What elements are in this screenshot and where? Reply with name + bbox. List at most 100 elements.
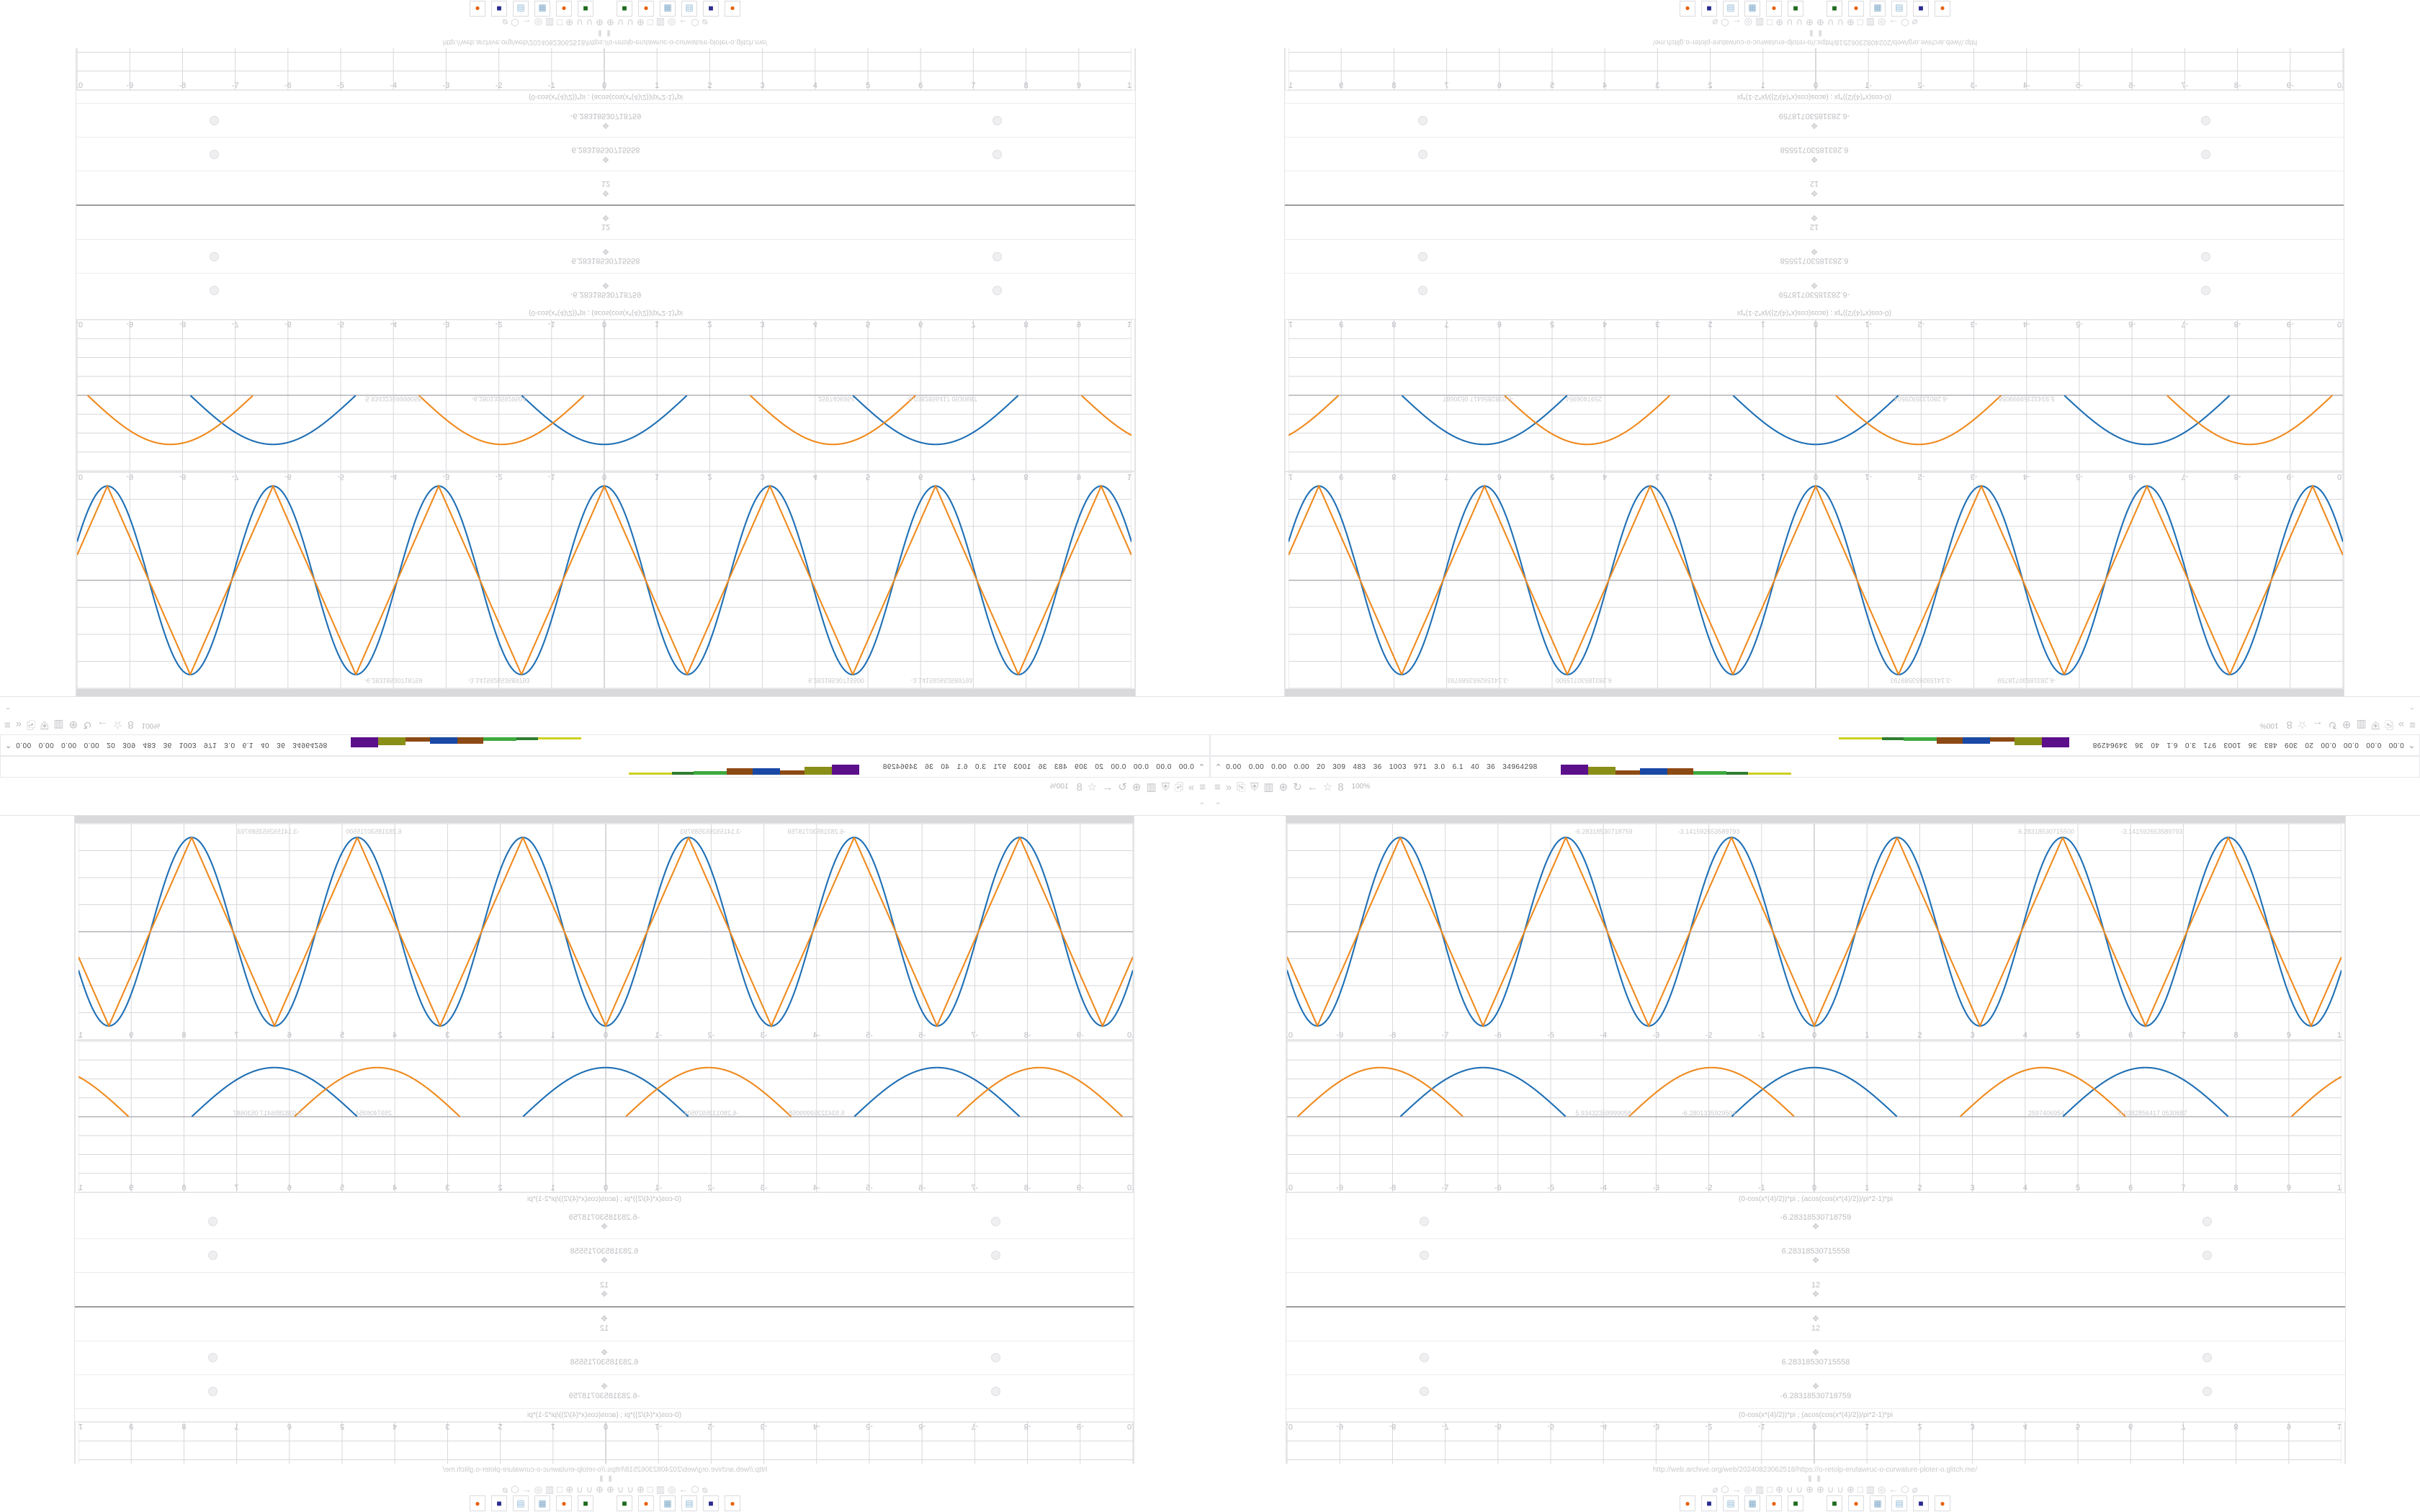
slider-b-end-handle[interactable]: [2201, 252, 2210, 261]
tray-icon-11[interactable]: ∪: [586, 1484, 593, 1495]
slider-e-end-handle[interactable]: [2202, 1353, 2212, 1362]
slider-d[interactable]: ✥ 12: [1285, 171, 2344, 204]
tray-icon-17[interactable]: ←: [678, 17, 688, 28]
plot-upper-arcs[interactable]: -10-9-8-7-6-5-4-3-2-10123456789105.93432…: [75, 1040, 1134, 1193]
slider-c[interactable]: 12 ✥: [1285, 204, 2344, 239]
plot-upper[interactable]: -10-9-8-7-6-5-4-3-2-1012345678910-6.2831…: [1285, 472, 2344, 689]
tray-icon-4[interactable]: ▥: [656, 1484, 665, 1495]
reload-icon[interactable]: ↻: [1293, 782, 1302, 793]
chevron-double-right-icon[interactable]: »: [2398, 720, 2404, 731]
tray-icon-1[interactable]: ⬡: [511, 17, 519, 28]
dock-floppy-save-icon[interactable]: ■: [703, 1495, 719, 1511]
tray-icon-5[interactable]: □: [557, 17, 563, 28]
tray-icon-16[interactable]: ◎: [534, 1484, 542, 1495]
tray-icon-14[interactable]: □: [1767, 17, 1773, 28]
slider-c-target-handle-icon[interactable]: ✥: [1812, 1290, 1819, 1299]
plot-lower-arcs[interactable]: -10-9-8-7-6-5-4-3-2-10123456789105.93432…: [1285, 48, 2344, 91]
tray-icon-14[interactable]: □: [1857, 1484, 1863, 1495]
slider-c[interactable]: 12 ✥: [1286, 1273, 2345, 1308]
tray-icon-7[interactable]: ∪: [576, 17, 583, 28]
chevron-up-icon[interactable]: ⌃: [1214, 801, 1222, 811]
slider-f-move-handle-icon[interactable]: ✥: [601, 1382, 607, 1391]
slider-c-target-handle-icon[interactable]: ✥: [602, 213, 609, 222]
pocket-icon[interactable]: ⎘: [1175, 782, 1183, 793]
slider-f-end-handle[interactable]: [2202, 1387, 2212, 1396]
slider-a-end-handle[interactable]: [2202, 1217, 2212, 1226]
sysmon-caret-icon[interactable]: ⌃: [2404, 741, 2419, 750]
dock-firefox-icon[interactable]: ●: [1935, 1495, 1950, 1511]
tray-icon-7[interactable]: ∪: [1786, 1484, 1793, 1495]
slider-f-end-handle[interactable]: [208, 1387, 218, 1396]
reload-icon[interactable]: ↻: [2328, 720, 2337, 731]
slider-d-target-handle-icon[interactable]: ✥: [601, 1315, 607, 1323]
tray-icon-4[interactable]: ▥: [545, 17, 554, 28]
slider-a-end-handle[interactable]: [992, 286, 1002, 295]
slider-b[interactable]: 6.28318530715558 ✥: [76, 239, 1135, 273]
dock-calculator-icon[interactable]: ▦: [534, 1, 550, 17]
translate-icon[interactable]: ὚8: [1337, 782, 1343, 793]
slider-b[interactable]: 6.28318530715558 ✥: [75, 1239, 1134, 1273]
slider-c[interactable]: 12 ✥: [76, 204, 1135, 239]
slider-e[interactable]: ✥ 6.28318530715558: [1285, 137, 2344, 171]
tray-icon-18[interactable]: ⬡: [1721, 17, 1729, 28]
bookmark-star-icon[interactable]: ☆: [2298, 720, 2307, 731]
tray-icon-19[interactable]: ⌀: [702, 17, 708, 28]
tray-icon-14[interactable]: □: [557, 1484, 563, 1495]
plot-upper-arcs[interactable]: -10-9-8-7-6-5-4-3-2-10123456789105.93432…: [1286, 1040, 2345, 1193]
slider-c-target-handle-icon[interactable]: ✥: [601, 1290, 607, 1299]
plot-canvas[interactable]: -10-9-8-7-6-5-4-3-2-10123456789105.93432…: [79, 1422, 1133, 1464]
dock-firefox-icon[interactable]: ●: [1766, 1495, 1782, 1511]
chevron-up-icon[interactable]: ⌃: [2408, 701, 2416, 711]
tray-icon-6[interactable]: ⊕: [1775, 1484, 1783, 1495]
tray-icon-19[interactable]: ⌀: [1712, 17, 1718, 28]
tray-icon-0[interactable]: ⌀: [502, 17, 508, 28]
shield-icon[interactable]: ⛨: [2372, 720, 2380, 731]
tray-icon-12[interactable]: ∪: [627, 17, 634, 28]
sysmon-caret-icon[interactable]: ⌃: [1194, 762, 1209, 772]
slider-d[interactable]: ✥ 12: [75, 1308, 1134, 1341]
tray-icon-14[interactable]: □: [647, 17, 653, 28]
slider-f[interactable]: ✥ -6.28318530718759: [1286, 1375, 2345, 1409]
tray-icon-2[interactable]: →: [522, 17, 532, 28]
dock-terminal-icon[interactable]: ■: [1788, 1495, 1803, 1511]
workspace-pager[interactable]: ‖ ‖: [1808, 1474, 1821, 1484]
dock-notepad-icon[interactable]: ▤: [1723, 1495, 1739, 1511]
plot-upper-arcs[interactable]: -10-9-8-7-6-5-4-3-2-10123456789105.93432…: [76, 319, 1135, 472]
slider-a[interactable]: -6.28318530718759 ✥: [76, 273, 1135, 307]
tray-icon-8[interactable]: ∪: [1796, 1484, 1803, 1495]
slider-a-move-handle-icon[interactable]: ✥: [1812, 1223, 1819, 1231]
dock-firefox-icon[interactable]: ●: [1680, 1495, 1695, 1511]
slider-b-plus-handle-icon[interactable]: ✥: [1811, 247, 1817, 256]
plot-canvas[interactable]: -10-9-8-7-6-5-4-3-2-1012345678910-6.2831…: [1289, 472, 2343, 688]
globe-icon[interactable]: ⊕: [1279, 782, 1289, 793]
dock-calculator-icon[interactable]: ▦: [660, 1495, 676, 1511]
tray-icon-7[interactable]: ∪: [1837, 17, 1844, 28]
slider-a[interactable]: -6.28318530718759 ✥: [1286, 1205, 2345, 1239]
plot-lower-arcs[interactable]: -10-9-8-7-6-5-4-3-2-10123456789105.93432…: [76, 48, 1135, 91]
back-arrow-icon[interactable]: ←: [1307, 782, 1318, 793]
dock-floppy-save-icon[interactable]: ■: [703, 1, 719, 17]
globe-icon[interactable]: ⊕: [69, 720, 79, 731]
bookmark-star-icon[interactable]: ☆: [1088, 782, 1097, 793]
reload-icon[interactable]: ↻: [83, 720, 92, 731]
slider-d[interactable]: ✥ 12: [1286, 1308, 2345, 1341]
dock-terminal-icon[interactable]: ■: [578, 1, 593, 17]
dock-firefox-icon[interactable]: ●: [1680, 1, 1695, 17]
tray-icon-17[interactable]: ←: [1888, 1484, 1898, 1495]
library-icon[interactable]: ▥: [2356, 720, 2366, 731]
workspace-pager[interactable]: ‖ ‖: [598, 28, 611, 38]
dock-floppy-save-icon[interactable]: ■: [491, 1495, 507, 1511]
slider-e-plus-handle-icon[interactable]: ✥: [1812, 1349, 1819, 1357]
back-arrow-icon[interactable]: ←: [1102, 782, 1113, 793]
bookmark-star-icon[interactable]: ☆: [1323, 782, 1332, 793]
slider-a-move-handle-icon[interactable]: ✥: [1811, 281, 1817, 289]
workspace-pager[interactable]: ‖ ‖: [598, 1474, 611, 1484]
tray-icon-3[interactable]: ◎: [1744, 1484, 1752, 1495]
slider-b-plus-handle-icon[interactable]: ✥: [602, 247, 609, 256]
tray-icon-15[interactable]: ▥: [545, 1484, 554, 1495]
slider-e-plus-handle-icon[interactable]: ✥: [601, 1349, 607, 1357]
dock-firefox-icon[interactable]: ●: [1848, 1495, 1864, 1511]
tray-icon-13[interactable]: ⊕: [1775, 17, 1783, 28]
bookmark-star-icon[interactable]: ☆: [113, 720, 122, 731]
pocket-icon[interactable]: ⎘: [27, 720, 35, 731]
